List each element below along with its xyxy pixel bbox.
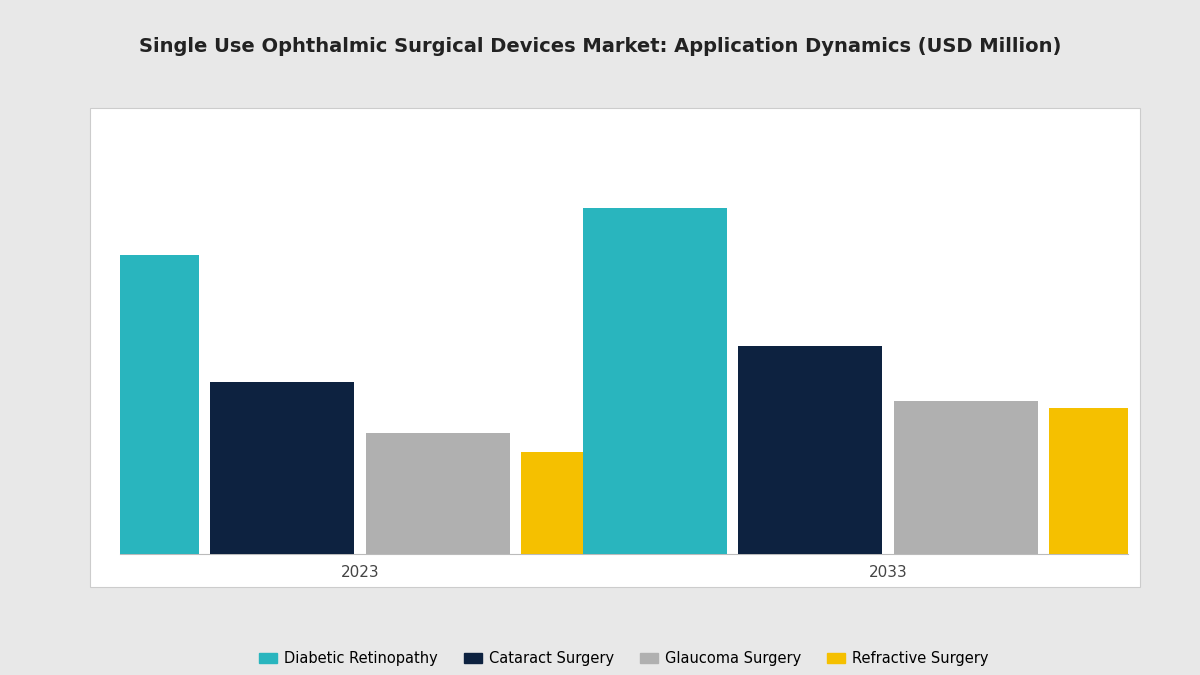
Text: Single Use Ophthalmic Surgical Devices Market: Application Dynamics (USD Million: Single Use Ophthalmic Surgical Devices M… [139,37,1061,56]
Bar [55,255,199,554]
Bar [583,208,727,554]
Bar [738,346,882,554]
Bar [1049,408,1193,554]
Bar [521,452,665,554]
Bar [894,401,1038,554]
Bar [210,383,354,554]
Legend: Diabetic Retinopathy, Cataract Surgery, Glaucoma Surgery, Refractive Surgery: Diabetic Retinopathy, Cataract Surgery, … [253,645,995,672]
Bar [366,433,510,554]
